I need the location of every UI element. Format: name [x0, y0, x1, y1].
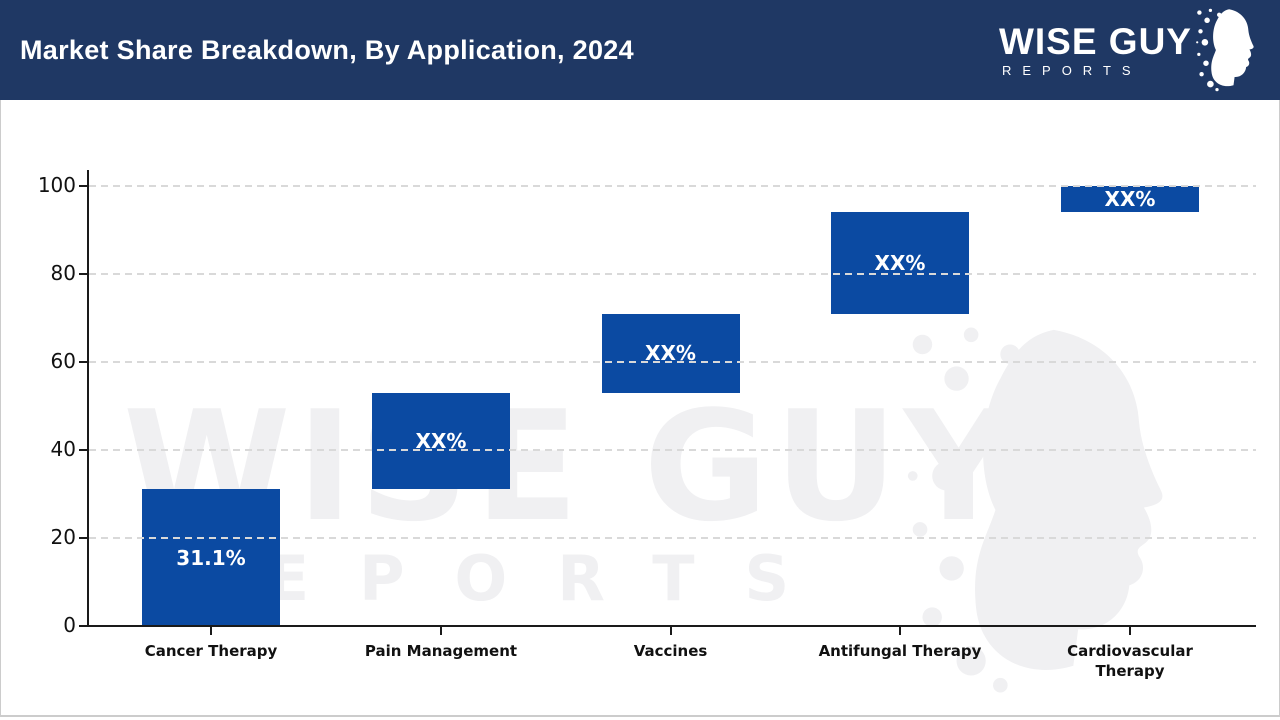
brand-subname: REPORTS: [1001, 62, 1142, 78]
bar-value-label: XX%: [874, 250, 926, 275]
brand-name: WISE GUY: [998, 20, 1192, 62]
brand-face-icon: [1196, 8, 1254, 92]
brand-logo-text: WISE GUY REPORTS: [999, 23, 1192, 78]
gridline: [89, 537, 1256, 539]
x-axis-tick: [1129, 627, 1131, 635]
page-title: Market Share Breakdown, By Application, …: [20, 34, 634, 65]
x-axis-tick: [440, 627, 442, 635]
y-axis-tick: [79, 185, 88, 187]
bar-segment: XX%: [601, 313, 740, 393]
x-axis-line: [87, 625, 1256, 627]
bar-segment: 31.1%: [142, 489, 280, 626]
gridline: [89, 185, 1256, 187]
x-axis-category-label: Pain Management: [364, 642, 518, 660]
y-axis-tick-label: 80: [50, 261, 76, 285]
x-axis-category-label: Cardiovascular Therapy: [1067, 642, 1193, 681]
bar-segment: XX%: [831, 212, 969, 314]
y-axis-tick-label: 20: [50, 525, 76, 549]
bar-segment: XX%: [1061, 186, 1199, 213]
x-axis-category-label: Antifungal Therapy: [818, 642, 982, 660]
y-axis-tick: [79, 625, 88, 627]
y-axis-line: [87, 170, 89, 627]
y-axis-tick-label: 60: [50, 349, 76, 373]
bar-value-label: XX%: [415, 428, 467, 453]
y-axis-tick: [79, 449, 88, 451]
x-axis-tick: [669, 627, 672, 635]
header: Market Share Breakdown, By Application, …: [0, 0, 1280, 100]
gridline: [89, 273, 1256, 275]
bar-value-label: 31.1%: [176, 545, 246, 570]
watermark-face-icon: [907, 327, 1163, 693]
bar-segment: XX%: [372, 392, 510, 490]
x-axis-category-label: Cancer Therapy: [144, 642, 278, 660]
y-axis-tick: [79, 273, 88, 275]
gridline: [89, 449, 1256, 451]
y-axis-tick-label: 40: [50, 437, 76, 461]
y-axis-tick: [79, 537, 88, 539]
x-axis-category-label: Vaccines: [633, 642, 708, 660]
brand-logo: WISE GUY REPORTS: [999, 6, 1262, 94]
y-axis-tick-label: 0: [63, 613, 76, 637]
bar-value-label: XX%: [1104, 187, 1156, 212]
x-axis-tick: [899, 627, 901, 635]
y-axis-tick: [79, 361, 88, 363]
gridline: [89, 361, 1256, 363]
x-axis-tick: [210, 627, 212, 635]
y-axis-tick-label: 100: [37, 173, 76, 197]
